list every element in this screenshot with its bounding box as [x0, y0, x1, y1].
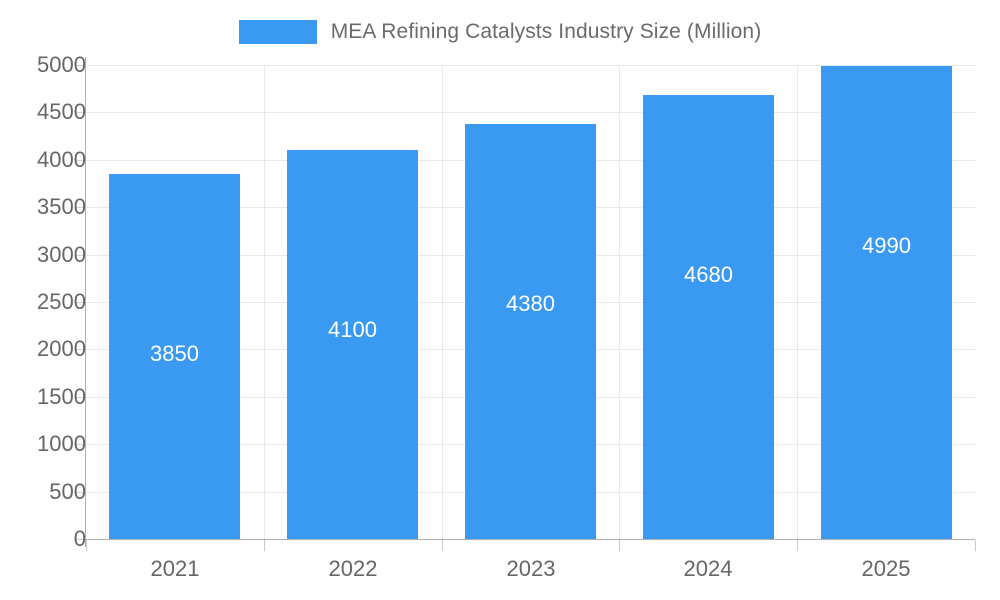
y-gridline	[86, 65, 975, 66]
x-tick-mark	[797, 540, 798, 551]
x-tick-mark	[619, 540, 620, 551]
y-tick-label: 5000	[37, 52, 86, 77]
bar-value-label: 4100	[328, 317, 377, 343]
bar[interactable]	[465, 123, 596, 539]
x-tick-label: 2021	[150, 556, 200, 581]
chart-legend: MEA Refining Catalysts Industry Size (Mi…	[0, 14, 1000, 50]
y-tick-mark	[75, 396, 85, 398]
y-tick-mark	[75, 159, 85, 161]
y-tick-label: 1000	[37, 431, 86, 457]
y-tick-label: 4500	[37, 99, 86, 125]
y-tick-mark	[75, 65, 85, 66]
bar[interactable]	[109, 174, 240, 539]
y-axis: 0 500 1000 1500 2000 2500 3000 3500 4000 4500 5000	[0, 0, 86, 600]
x-tick-mark	[264, 540, 265, 551]
bar-value-label: 3850	[150, 341, 199, 367]
bar[interactable]	[821, 65, 952, 539]
y-tick-label: 2500	[37, 289, 86, 314]
x-tick-mark	[442, 540, 443, 551]
y-gridline	[86, 112, 975, 114]
y-tick-mark	[75, 491, 85, 493]
x-tick-mark	[86, 540, 87, 551]
legend-label: MEA Refining Catalysts Industry Size (Mi…	[330, 20, 762, 43]
y-tick-mark	[75, 349, 85, 351]
y-axis-line	[85, 57, 86, 547]
x-gridline	[264, 65, 265, 539]
y-tick-mark	[75, 254, 85, 256]
y-tick-label: 4000	[37, 146, 86, 172]
y-tick-label: 500	[49, 478, 86, 504]
plot-area: 3850 4100 4380 4680 4990	[86, 65, 975, 539]
y-tick-mark	[75, 112, 85, 114]
x-tick-label: 2024	[683, 556, 733, 581]
y-tick-label: 3000	[37, 241, 86, 267]
x-tick-label: 2022	[328, 556, 378, 581]
y-tick-label: 2000	[37, 336, 86, 362]
x-tick-mark	[975, 540, 976, 551]
y-tick-mark	[75, 444, 85, 446]
y-tick-label: 3500	[37, 194, 86, 220]
x-gridline	[797, 65, 798, 539]
bar-value-label: 4380	[506, 290, 555, 316]
x-axis-line	[86, 539, 975, 540]
y-tick-mark	[75, 539, 85, 540]
bar[interactable]	[643, 95, 774, 539]
bar[interactable]	[287, 150, 418, 539]
y-tick-label: 0	[73, 526, 86, 551]
y-tick-label: 1500	[37, 383, 86, 409]
legend-color-swatch	[238, 20, 317, 44]
y-tick-mark	[75, 302, 85, 303]
bar-value-label: 4680	[684, 262, 733, 288]
x-gridline	[442, 65, 443, 539]
x-tick-label: 2023	[506, 556, 556, 581]
y-tick-mark	[75, 207, 85, 209]
bar-value-label: 4990	[862, 232, 911, 258]
x-tick-label: 2025	[861, 556, 911, 581]
x-gridline	[619, 65, 620, 539]
